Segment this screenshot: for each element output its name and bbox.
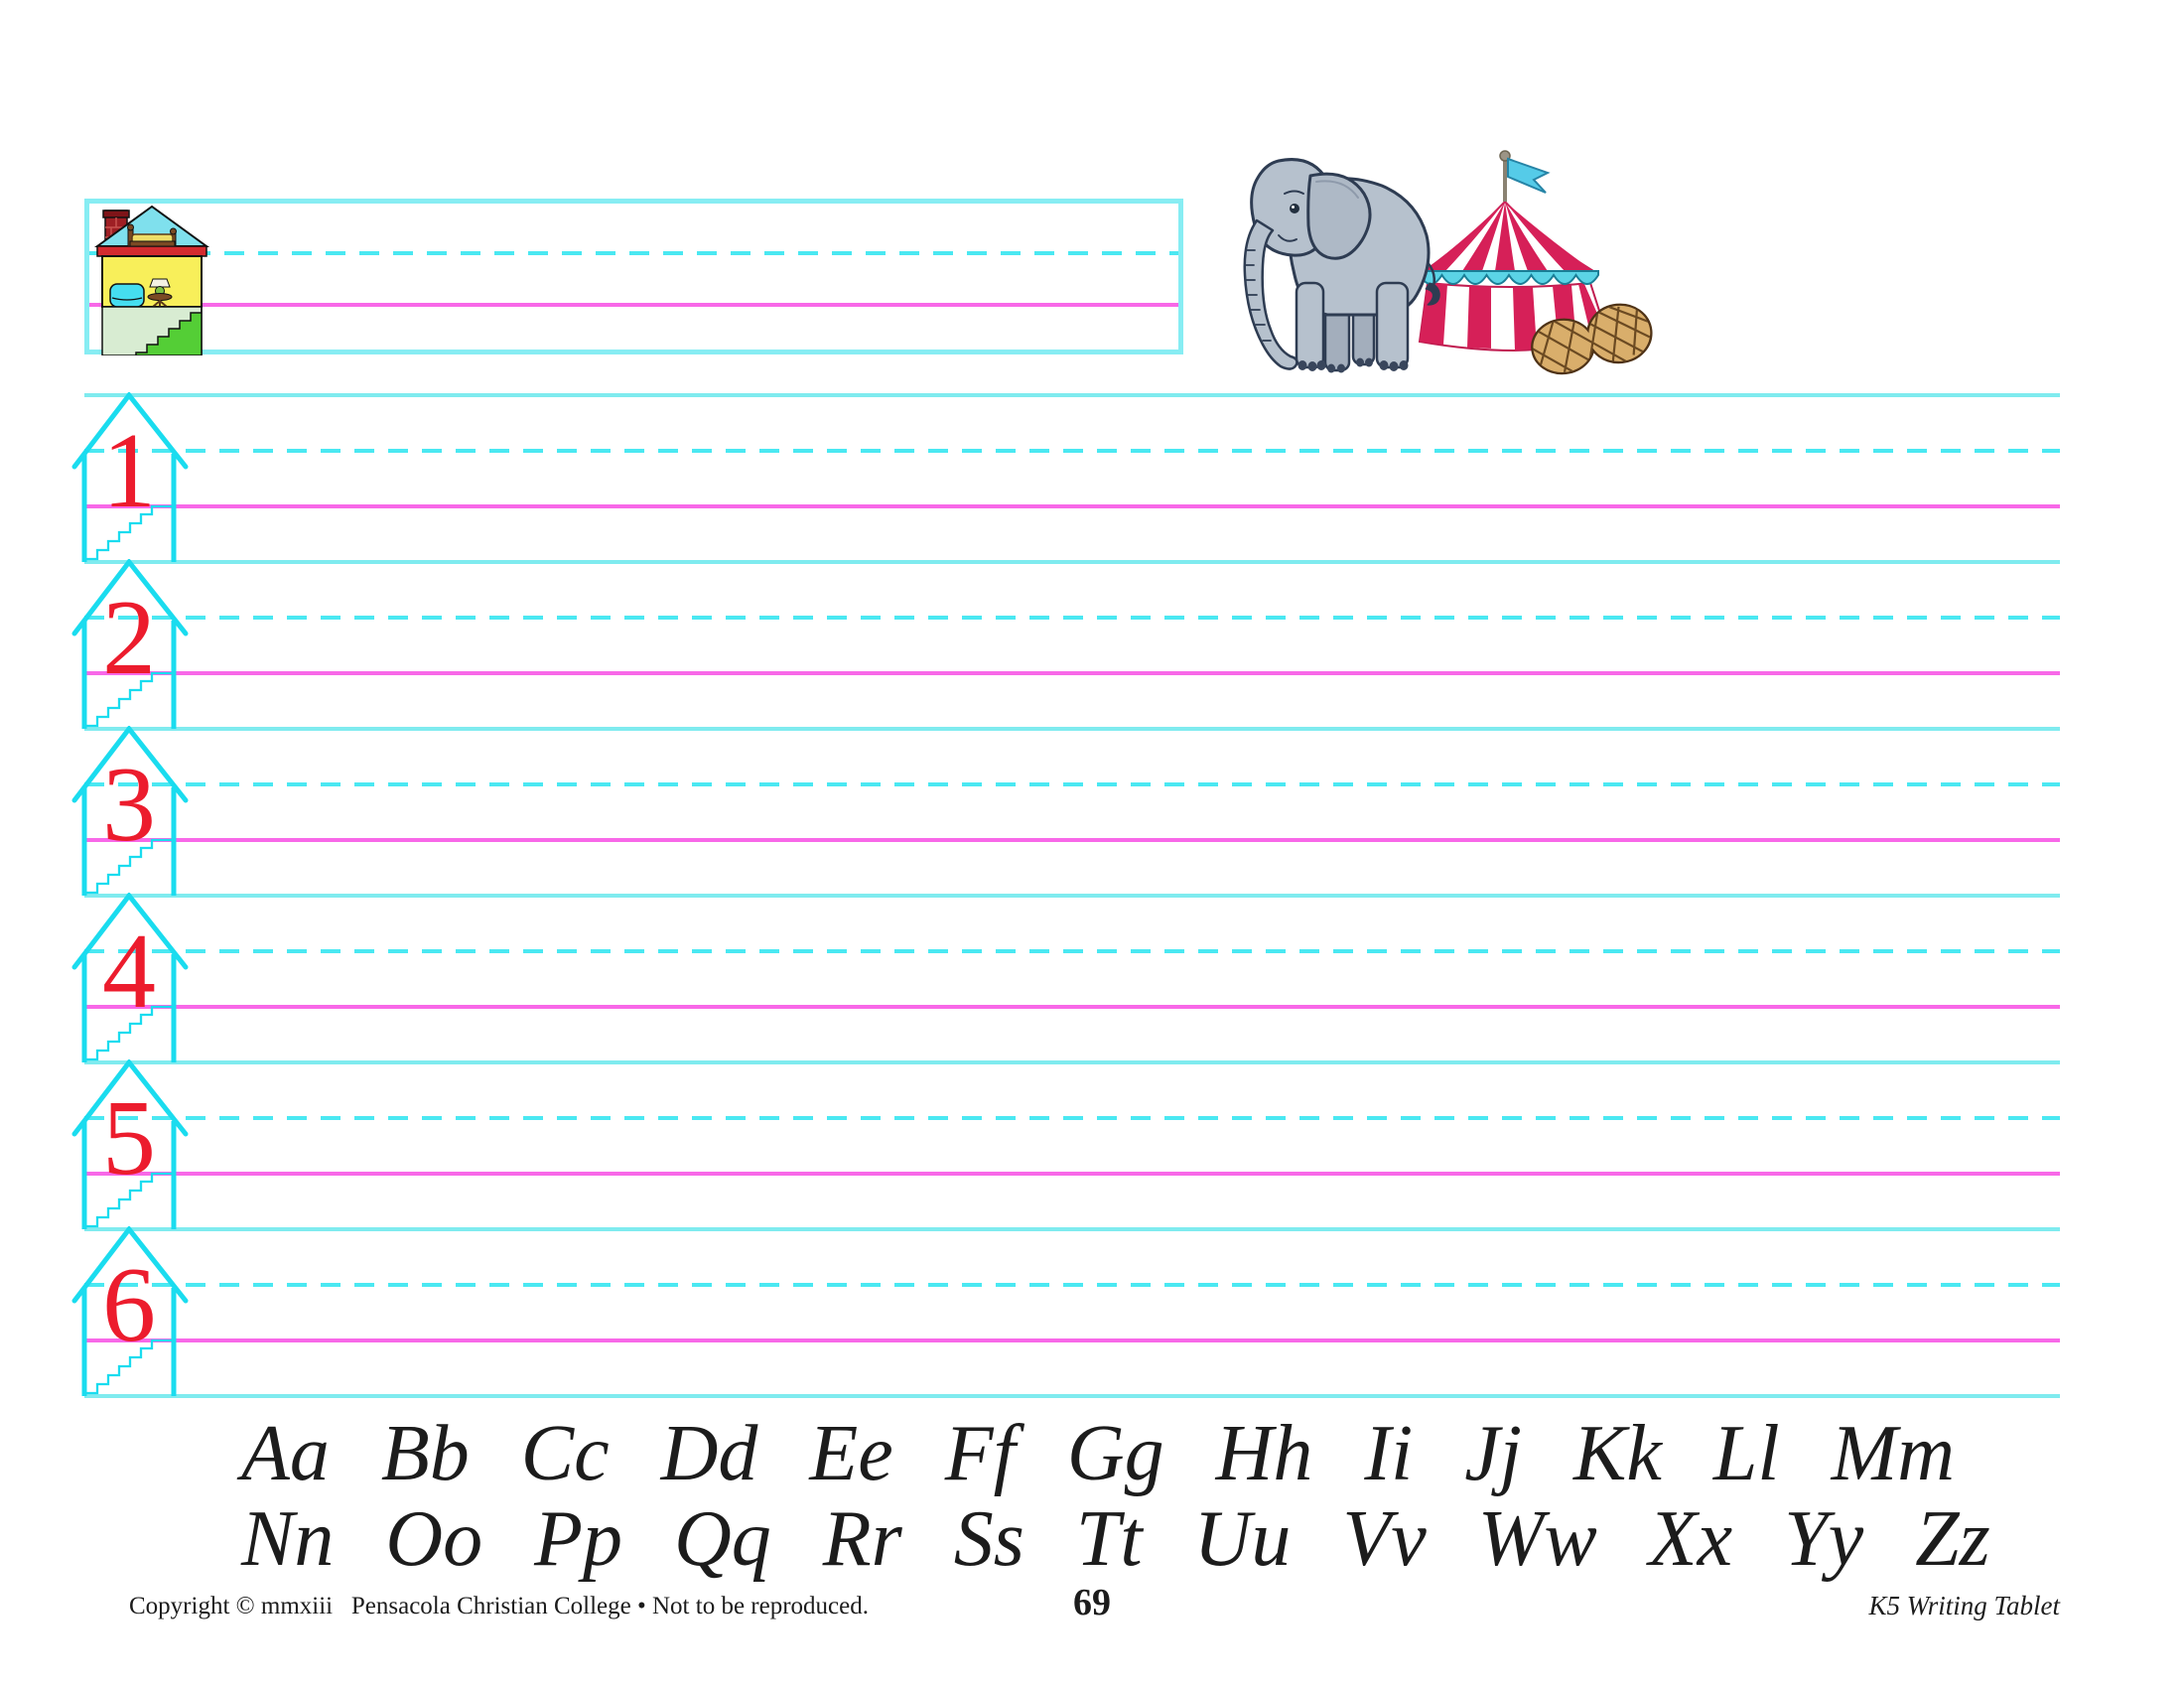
writing-line-base <box>84 1338 2060 1342</box>
roof-attic-icon <box>94 206 210 257</box>
writing-line-solid <box>84 1227 2060 1231</box>
line-number: 5 <box>102 1079 156 1197</box>
writing-line-solid <box>84 727 2060 731</box>
line-marker-house-3: 3 <box>69 726 193 899</box>
line-marker-house-5: 5 <box>69 1059 193 1232</box>
practice-box-dashed-line <box>89 251 1178 255</box>
writing-line-dashed <box>84 1116 2060 1120</box>
line-marker-house-4: 4 <box>69 893 193 1065</box>
tent-flag-icon <box>1499 150 1551 202</box>
lamp-table-icon <box>147 278 173 308</box>
practice-box-base-line <box>89 303 1178 307</box>
basement-stairs-icon <box>101 306 203 355</box>
cursive-alphabet-row-2: Nn Oo Pp Qq Rr Ss Tt Uu Vv Ww Xx Yy Zz <box>241 1495 1990 1583</box>
line-marker-house-1: 1 <box>69 392 193 565</box>
tent-valance <box>1419 270 1599 285</box>
peanut-icon <box>1530 302 1653 375</box>
line-marker-house-2: 2 <box>69 559 193 732</box>
elephant-icon <box>1243 158 1440 373</box>
elephant-eye <box>1290 204 1299 213</box>
elephant-ear <box>1306 172 1372 260</box>
living-room-icon <box>101 255 203 308</box>
writing-line-solid <box>84 894 2060 898</box>
line-marker-house-6: 6 <box>69 1226 193 1399</box>
writing-line-solid <box>84 560 2060 564</box>
line-number: 2 <box>102 579 156 697</box>
writing-line-base <box>84 1005 2060 1009</box>
circus-illustration <box>1243 150 1653 375</box>
writing-line-dashed <box>84 1283 2060 1287</box>
writing-line-dashed <box>84 782 2060 786</box>
line-number: 6 <box>102 1246 156 1364</box>
writing-line-solid <box>84 1394 2060 1398</box>
page-number: 69 <box>1073 1582 1111 1623</box>
book-title: K5 Writing Tablet <box>1868 1591 2060 1620</box>
writing-line-dashed <box>84 449 2060 453</box>
elephant-trunk <box>1243 218 1298 370</box>
bed-icon <box>127 223 177 247</box>
writing-line-solid <box>84 1060 2060 1064</box>
writing-line-base <box>84 838 2060 842</box>
writing-line-base <box>84 504 2060 508</box>
cursive-alphabet-row-1: Aa Bb Cc Dd Ee Ff Gg Hh Ii Jj Kk Ll Mm <box>241 1410 1955 1497</box>
line-number: 1 <box>102 412 156 530</box>
house-cutaway-icon <box>94 206 210 355</box>
couch-icon <box>109 283 145 308</box>
copyright-notice: Copyright © mmxiii Pensacola Christian C… <box>129 1593 869 1619</box>
writing-line-base <box>84 671 2060 675</box>
line-number: 4 <box>102 913 156 1031</box>
writing-line-dashed <box>84 616 2060 620</box>
writing-line-base <box>84 1172 2060 1176</box>
circus-tent-icon <box>1418 150 1610 352</box>
writing-line-solid <box>84 393 2060 397</box>
writing-line-dashed <box>84 949 2060 953</box>
tent-roof-stripes <box>1425 202 1593 271</box>
elephant-toenails <box>1297 357 1409 373</box>
line-number: 3 <box>102 746 156 864</box>
practice-box <box>84 199 1183 355</box>
